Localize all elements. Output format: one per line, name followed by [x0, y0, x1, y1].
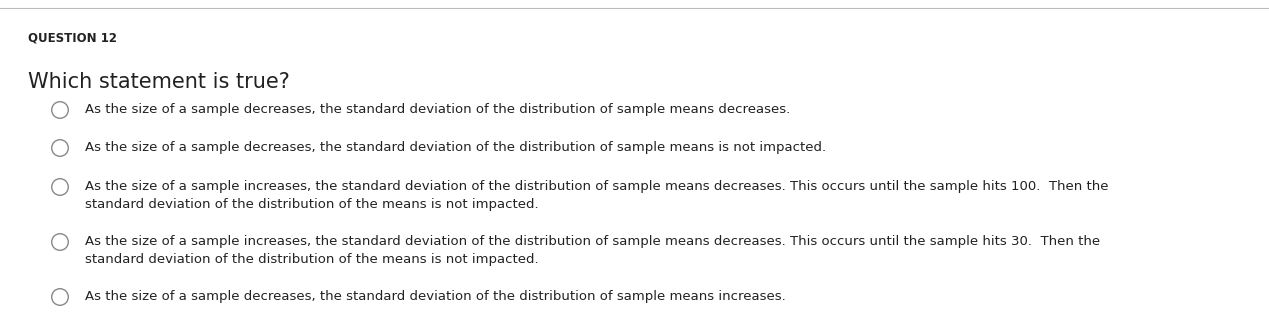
- Text: As the size of a sample increases, the standard deviation of the distribution of: As the size of a sample increases, the s…: [85, 180, 1109, 193]
- Text: standard deviation of the distribution of the means is not impacted.: standard deviation of the distribution o…: [85, 198, 538, 211]
- Text: QUESTION 12: QUESTION 12: [28, 32, 117, 45]
- Ellipse shape: [52, 179, 69, 195]
- Ellipse shape: [52, 289, 69, 305]
- Text: As the size of a sample decreases, the standard deviation of the distribution of: As the size of a sample decreases, the s…: [85, 141, 826, 154]
- Text: standard deviation of the distribution of the means is not impacted.: standard deviation of the distribution o…: [85, 253, 538, 266]
- Text: As the size of a sample increases, the standard deviation of the distribution of: As the size of a sample increases, the s…: [85, 235, 1100, 248]
- Text: As the size of a sample decreases, the standard deviation of the distribution of: As the size of a sample decreases, the s…: [85, 103, 791, 116]
- Ellipse shape: [52, 234, 69, 250]
- Text: Which statement is true?: Which statement is true?: [28, 72, 289, 92]
- Ellipse shape: [52, 140, 69, 156]
- Ellipse shape: [52, 102, 69, 118]
- Text: As the size of a sample decreases, the standard deviation of the distribution of: As the size of a sample decreases, the s…: [85, 290, 786, 303]
